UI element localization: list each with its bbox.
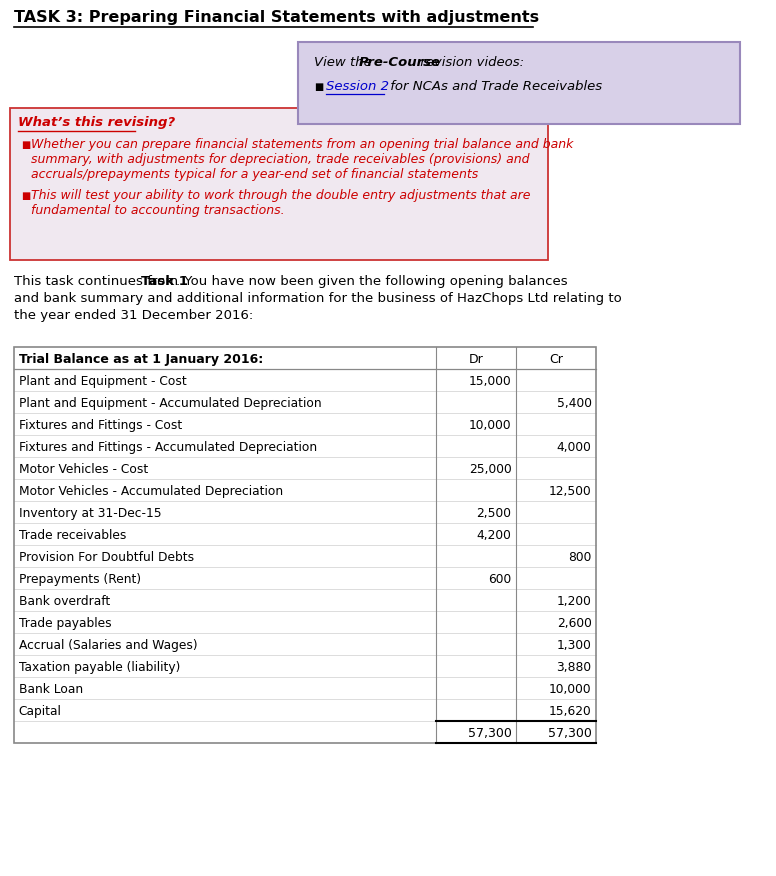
Text: This will test your ability to work through the double entry adjustments that ar: This will test your ability to work thro…	[31, 189, 531, 202]
FancyBboxPatch shape	[10, 108, 548, 260]
Text: 2,500: 2,500	[476, 507, 511, 520]
Text: Fixtures and Fittings - Cost: Fixtures and Fittings - Cost	[19, 419, 182, 432]
Text: Plant and Equipment - Accumulated Depreciation: Plant and Equipment - Accumulated Deprec…	[19, 397, 321, 410]
Text: What’s this revising?: What’s this revising?	[18, 116, 175, 129]
Text: Trade payables: Trade payables	[19, 617, 111, 630]
Text: Provision For Doubtful Debts: Provision For Doubtful Debts	[19, 551, 194, 564]
Text: Fixtures and Fittings - Accumulated Depreciation: Fixtures and Fittings - Accumulated Depr…	[19, 441, 317, 454]
Text: This task continues from: This task continues from	[14, 275, 182, 288]
FancyBboxPatch shape	[298, 42, 740, 124]
Text: . You have now been given the following opening balances: . You have now been given the following …	[176, 275, 567, 288]
Text: Pre-Course: Pre-Course	[359, 56, 441, 69]
Text: 57,300: 57,300	[467, 727, 511, 740]
Text: Dr: Dr	[469, 353, 483, 366]
Text: the year ended 31 December 2016:: the year ended 31 December 2016:	[14, 309, 253, 322]
Text: Bank overdraft: Bank overdraft	[19, 595, 110, 608]
Text: revision videos:: revision videos:	[416, 56, 524, 69]
Text: ■: ■	[22, 140, 31, 150]
Text: 4,200: 4,200	[476, 529, 511, 542]
Text: Bank Loan: Bank Loan	[19, 683, 83, 696]
Text: 1,300: 1,300	[556, 639, 591, 652]
Text: 25,000: 25,000	[469, 463, 511, 476]
Text: Inventory at 31-Dec-15: Inventory at 31-Dec-15	[19, 507, 161, 520]
Text: accruals/prepayments typical for a year-end set of financial statements: accruals/prepayments typical for a year-…	[31, 168, 479, 181]
Text: ■: ■	[22, 191, 31, 201]
Text: 1,200: 1,200	[556, 595, 591, 608]
Text: ■: ■	[314, 82, 323, 92]
Text: 15,620: 15,620	[549, 705, 591, 718]
Text: 57,300: 57,300	[548, 727, 591, 740]
Text: TASK 3: Preparing Financial Statements with adjustments: TASK 3: Preparing Financial Statements w…	[14, 10, 539, 25]
Text: Capital: Capital	[19, 705, 61, 718]
Text: and bank summary and additional information for the business of HazChops Ltd rel: and bank summary and additional informat…	[14, 292, 622, 305]
Text: Trial Balance as at 1 January 2016:: Trial Balance as at 1 January 2016:	[19, 353, 263, 366]
Text: 3,880: 3,880	[556, 661, 591, 674]
Text: 10,000: 10,000	[549, 683, 591, 696]
Text: 600: 600	[488, 573, 511, 586]
Text: Accrual (Salaries and Wages): Accrual (Salaries and Wages)	[19, 639, 197, 652]
Text: 4,000: 4,000	[556, 441, 591, 454]
Text: View the: View the	[314, 56, 376, 69]
Text: Taxation payable (liability): Taxation payable (liability)	[19, 661, 180, 674]
Text: 2,600: 2,600	[556, 617, 591, 630]
Text: fundamental to accounting transactions.: fundamental to accounting transactions.	[31, 204, 285, 217]
Text: Prepayments (Rent): Prepayments (Rent)	[19, 573, 140, 586]
Text: Session 2: Session 2	[326, 80, 389, 93]
Text: 15,000: 15,000	[469, 375, 511, 388]
Text: 10,000: 10,000	[469, 419, 511, 432]
Bar	[14, 347, 597, 743]
Text: Cr: Cr	[549, 353, 563, 366]
Text: Whether you can prepare financial statements from an opening trial balance and b: Whether you can prepare financial statem…	[31, 138, 573, 151]
Text: 5,400: 5,400	[556, 397, 591, 410]
Text: 12,500: 12,500	[549, 485, 591, 498]
Text: for NCAs and Trade Receivables: for NCAs and Trade Receivables	[386, 80, 602, 93]
Text: Trade receivables: Trade receivables	[19, 529, 126, 542]
Text: Motor Vehicles - Accumulated Depreciation: Motor Vehicles - Accumulated Depreciatio…	[19, 485, 282, 498]
Text: Plant and Equipment - Cost: Plant and Equipment - Cost	[19, 375, 186, 388]
Text: Motor Vehicles - Cost: Motor Vehicles - Cost	[19, 463, 148, 476]
Text: Task 1: Task 1	[140, 275, 188, 288]
Text: 800: 800	[568, 551, 591, 564]
Text: summary, with adjustments for depreciation, trade receivables (provisions) and: summary, with adjustments for depreciati…	[31, 153, 530, 166]
